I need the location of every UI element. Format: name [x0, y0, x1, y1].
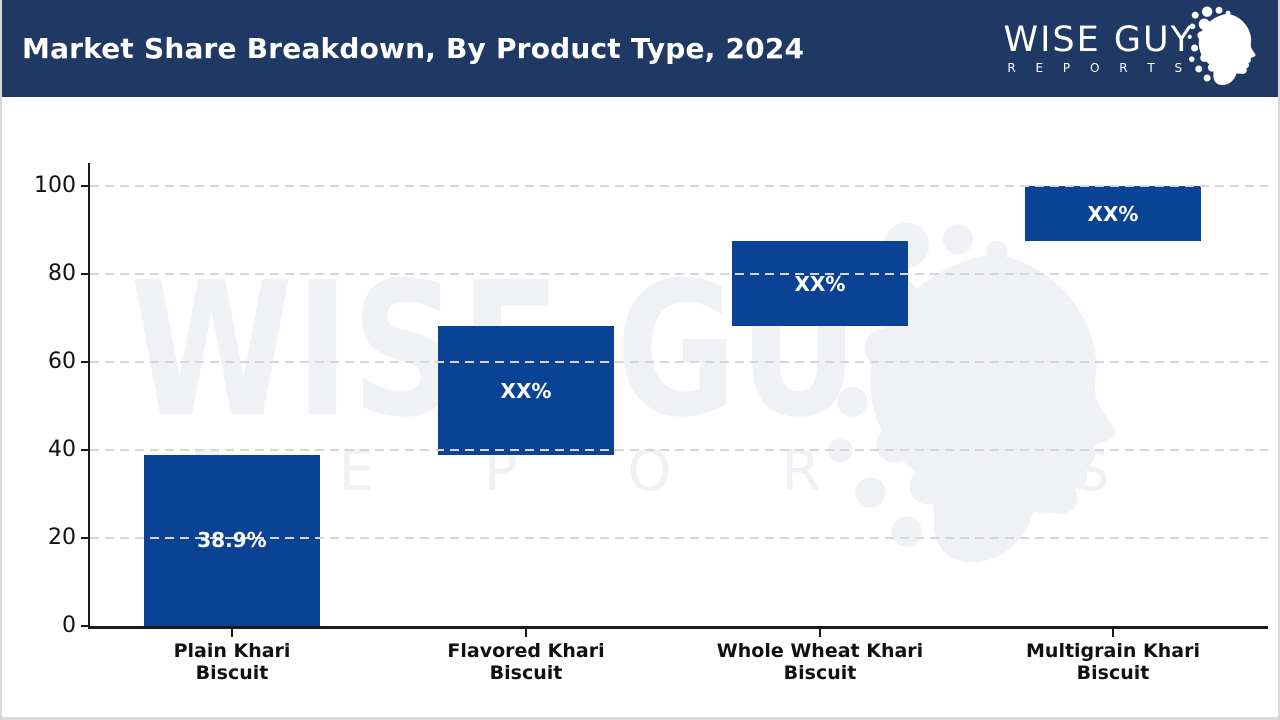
logo-text: WISE GUY R E P O R T S: [1003, 21, 1194, 75]
y-axis-tick-label: 40: [48, 437, 76, 462]
gridline: [90, 537, 1268, 539]
logo: WISE GUY R E P O R T S: [1003, 4, 1272, 92]
x-axis-tick: [231, 628, 233, 637]
y-axis-tick: [81, 449, 90, 451]
logo-head-profile-icon: [1187, 6, 1256, 86]
gridline: [90, 185, 1268, 187]
y-axis-tick: [81, 361, 90, 363]
bar-segment: [732, 241, 908, 327]
bar-value-label: XX%: [794, 271, 846, 296]
waterfall-chart: 0 20 40 60 80 100 38.9% XX% XX% XX% Plain Khari Bi…: [2, 97, 1278, 717]
gridline: [90, 361, 1268, 363]
x-axis-tick: [819, 628, 821, 637]
y-axis-tick: [81, 625, 90, 627]
bar-segment: [1025, 186, 1201, 241]
watermark-head-profile-icon: [822, 222, 1116, 563]
page-title: Market Share Breakdown, By Product Type,…: [22, 32, 805, 65]
logo-wordmark: WISE GUY: [1003, 20, 1194, 61]
y-axis-tick: [81, 273, 90, 275]
gridline: [90, 449, 1268, 451]
category-label: Flavored Khari Biscuit: [447, 640, 605, 684]
header-bar: Market Share Breakdown, By Product Type,…: [2, 0, 1278, 97]
x-axis-tick: [525, 628, 527, 637]
bar-segment: [144, 454, 320, 626]
y-axis-tick-label: 80: [48, 261, 76, 286]
category-label: Whole Wheat Khari Biscuit: [716, 640, 924, 684]
y-axis-tick: [81, 537, 90, 539]
category-label: Plain Khari Biscuit: [173, 640, 291, 684]
y-axis-tick-label: 20: [48, 525, 76, 550]
gridline: [90, 273, 1268, 275]
y-axis-tick-label: 0: [62, 613, 76, 638]
x-axis-tick: [1112, 628, 1114, 637]
bar-value-label: XX%: [1087, 201, 1139, 226]
y-axis-tick-label: 60: [48, 349, 76, 374]
y-axis-tick: [81, 185, 90, 187]
bar-value-label: XX%: [500, 378, 552, 403]
bar-segment: [438, 326, 614, 455]
x-axis-line: [88, 626, 1268, 629]
logo-tagline: R E P O R T S: [1007, 60, 1191, 75]
bar-value-label: 38.9%: [197, 528, 267, 553]
category-label: Multigrain Khari Biscuit: [1026, 640, 1200, 684]
y-axis-tick-label: 100: [34, 173, 76, 198]
y-axis-line: [88, 163, 90, 628]
